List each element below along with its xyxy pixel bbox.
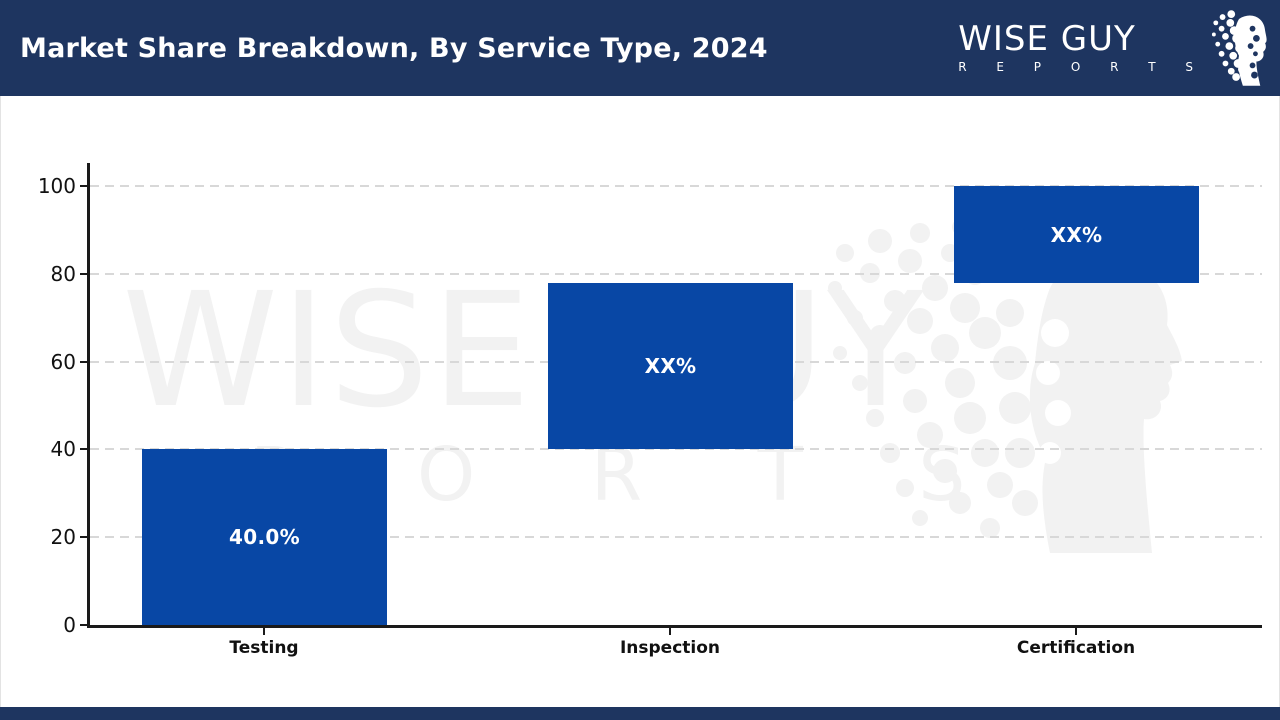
- y-tickmark: [80, 185, 88, 187]
- chart-title: Market Share Breakdown, By Service Type,…: [20, 32, 768, 64]
- y-tickmark: [80, 361, 88, 363]
- y-tick-label-100: 100: [37, 174, 76, 198]
- y-tick-label-60: 60: [50, 350, 76, 374]
- y-tickmark: [80, 448, 88, 450]
- gridline-100: [90, 185, 1262, 187]
- footer-bar: [0, 707, 1280, 720]
- brand-reports-text: R E P O R T S: [958, 60, 1206, 75]
- gridline-80: [90, 273, 1262, 275]
- y-tickmark: [80, 273, 88, 275]
- x-category-label-testing: Testing: [229, 638, 299, 658]
- gridline-40: [90, 448, 1262, 450]
- x-tickmark: [1075, 627, 1077, 635]
- header-bar: Market Share Breakdown, By Service Type,…: [0, 0, 1280, 96]
- y-tick-label-20: 20: [50, 525, 76, 549]
- bar-certification: XX%: [954, 186, 1199, 283]
- y-tick-label-0: 0: [63, 613, 76, 637]
- x-category-label-certification: Certification: [1016, 638, 1136, 658]
- y-tick-label-40: 40: [50, 437, 76, 461]
- bar-value-label-certification: XX%: [1050, 222, 1103, 247]
- gridline-20: [90, 536, 1262, 538]
- y-tickmark: [80, 536, 88, 538]
- brand-dotted-head-icon: [1211, 10, 1267, 86]
- y-tick-label-80: 80: [50, 262, 76, 286]
- y-tickmark: [80, 624, 88, 626]
- x-category-label-inspection: Inspection: [619, 638, 721, 658]
- bar-value-label-inspection: XX%: [644, 354, 697, 378]
- brand-wordmark: WISE GUY: [958, 18, 1136, 59]
- x-tickmark: [263, 627, 265, 635]
- x-tickmark: [669, 627, 671, 635]
- bar-inspection: XX%: [548, 283, 793, 449]
- x-axis-line: [87, 625, 1262, 628]
- bar-testing: 40.0%: [142, 449, 387, 625]
- bar-value-label-testing: 40.0%: [229, 525, 300, 549]
- watermark-wordmark: WISE GUY: [122, 259, 926, 443]
- y-axis-line: [87, 163, 90, 627]
- brand-logo: WISE GUY R E P O R T S: [958, 8, 1268, 88]
